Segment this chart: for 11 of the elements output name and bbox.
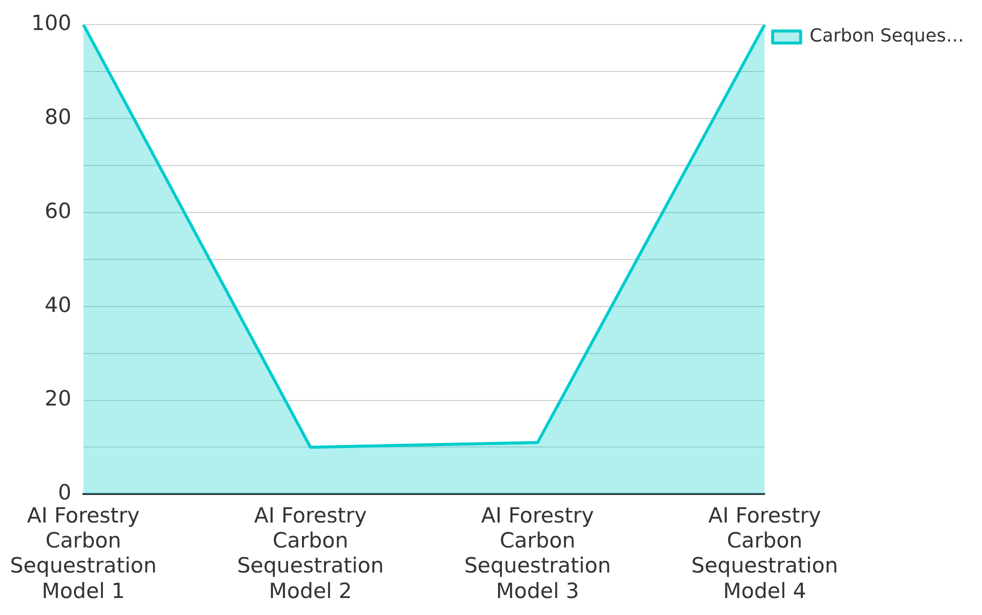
x-tick-label: AI Forestry Carbon Sequestration Model 1 [10,503,157,603]
y-tick-label: 20 [44,386,72,411]
x-tick-label: AI Forestry Carbon Sequestration Model 4 [691,503,838,603]
legend-label: Carbon Seques… [810,26,964,47]
y-tick-label: 0 [58,480,72,505]
y-tick-label: 100 [31,11,72,36]
x-tick-label: AI Forestry Carbon Sequestration Model 2 [237,503,384,603]
y-tick-label: 80 [44,104,72,129]
y-tick-label: 40 [44,292,72,317]
x-tick-label: AI Forestry Carbon Sequestration Model 3 [464,503,611,603]
y-tick-label: 60 [44,198,72,223]
